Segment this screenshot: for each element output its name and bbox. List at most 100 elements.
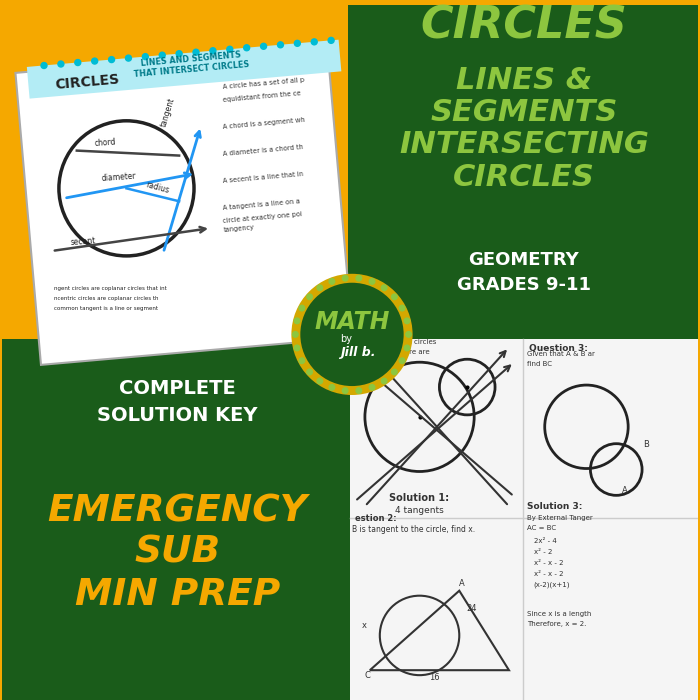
Polygon shape	[15, 46, 353, 365]
Text: A: A	[459, 579, 465, 588]
Text: Jill b.: Jill b.	[340, 346, 376, 359]
Circle shape	[260, 43, 267, 49]
Text: A chord is a segment wh: A chord is a segment wh	[223, 118, 305, 130]
Text: estion 2:: estion 2:	[355, 514, 397, 523]
Circle shape	[294, 345, 300, 351]
Text: equidistant from the ce: equidistant from the ce	[223, 90, 302, 104]
Circle shape	[244, 45, 250, 50]
Text: circle at exactly one poi: circle at exactly one poi	[223, 211, 303, 224]
Text: By External Tanger: By External Tanger	[527, 515, 593, 522]
Circle shape	[108, 57, 115, 62]
Text: x² - x - 2: x² - x - 2	[534, 560, 564, 566]
Circle shape	[300, 283, 404, 386]
Text: A secent is a line that in: A secent is a line that in	[223, 171, 304, 184]
Text: y tangents there are: y tangents there are	[358, 349, 430, 356]
Text: MATH: MATH	[314, 311, 390, 335]
Circle shape	[404, 345, 410, 351]
Text: LINES &
SEGMENTS
INTERSECTING
CIRCLES: LINES & SEGMENTS INTERSECTING CIRCLES	[399, 66, 649, 192]
Circle shape	[356, 388, 362, 393]
Text: A: A	[622, 486, 628, 496]
Text: by: by	[340, 335, 352, 344]
Text: AC = BC: AC = BC	[527, 525, 556, 531]
Circle shape	[356, 275, 362, 281]
Circle shape	[92, 58, 98, 64]
Text: LINES AND SEGMENTS
THAT INTERSECT CIRCLES: LINES AND SEGMENTS THAT INTERSECT CIRCLE…	[132, 49, 250, 79]
Circle shape	[370, 384, 374, 390]
Bar	[2, 340, 352, 700]
Text: Solution 3:: Solution 3:	[527, 503, 582, 511]
Text: 2x² - 4: 2x² - 4	[534, 538, 556, 544]
Circle shape	[58, 61, 64, 67]
Circle shape	[210, 48, 216, 54]
Text: x² - 2: x² - 2	[534, 549, 552, 555]
Text: x: x	[362, 622, 367, 631]
Text: 16: 16	[430, 673, 440, 682]
Circle shape	[399, 358, 405, 363]
Text: Since x is a length: Since x is a length	[527, 610, 592, 617]
Circle shape	[125, 55, 132, 61]
Circle shape	[294, 318, 300, 323]
Circle shape	[142, 54, 148, 60]
Text: (x-2)(x+1): (x-2)(x+1)	[534, 582, 570, 588]
Circle shape	[299, 358, 304, 363]
Circle shape	[227, 46, 233, 52]
Text: common tangent is a line or segment: common tangent is a line or segment	[54, 306, 158, 311]
Circle shape	[176, 50, 182, 57]
Circle shape	[193, 49, 199, 55]
Text: Question 3:: Question 3:	[528, 344, 588, 354]
Text: COMPLETE
SOLUTION KEY: COMPLETE SOLUTION KEY	[97, 379, 258, 425]
Text: 24: 24	[466, 603, 477, 612]
Circle shape	[41, 62, 47, 69]
Text: C: C	[365, 671, 371, 680]
Circle shape	[406, 332, 412, 337]
Circle shape	[317, 285, 323, 290]
Text: find BC: find BC	[527, 361, 552, 368]
Circle shape	[307, 294, 312, 300]
Circle shape	[299, 305, 304, 311]
Text: Solution 1:: Solution 1:	[389, 494, 449, 503]
Circle shape	[291, 274, 412, 395]
Bar	[348, 3, 700, 340]
Text: chord: chord	[94, 137, 116, 148]
Text: Given that A & B ar: Given that A & B ar	[527, 351, 595, 357]
Circle shape	[370, 279, 374, 284]
Text: tangency: tangency	[223, 225, 254, 233]
Text: 4 tangents: 4 tangents	[395, 506, 444, 515]
Polygon shape	[27, 40, 342, 99]
Text: secant: secant	[70, 236, 96, 247]
Circle shape	[307, 369, 312, 375]
Circle shape	[317, 378, 323, 384]
Text: A circle has a set of all p: A circle has a set of all p	[223, 77, 305, 90]
Bar	[350, 340, 700, 700]
Circle shape	[342, 275, 348, 281]
Text: Therefore, x = 2.: Therefore, x = 2.	[527, 622, 586, 627]
Circle shape	[277, 42, 284, 48]
Text: tangent: tangent	[160, 96, 176, 128]
Circle shape	[75, 60, 80, 66]
Text: ngent circles are coplanar circles that int: ngent circles are coplanar circles that …	[54, 286, 167, 290]
Circle shape	[382, 285, 387, 290]
Circle shape	[312, 39, 317, 45]
Circle shape	[293, 332, 298, 337]
Circle shape	[391, 369, 397, 375]
Circle shape	[342, 388, 348, 393]
Text: CIRCLES: CIRCLES	[54, 72, 120, 92]
Circle shape	[328, 37, 334, 43]
Circle shape	[399, 305, 405, 311]
Text: x² - x - 2: x² - x - 2	[534, 570, 564, 577]
Text: B: B	[643, 440, 649, 449]
Text: A tangent is a line on a: A tangent is a line on a	[223, 198, 301, 211]
Text: radius: radius	[144, 181, 170, 195]
Circle shape	[160, 52, 165, 58]
Text: ncentric circles are coplanar circles th: ncentric circles are coplanar circles th	[54, 295, 158, 300]
Text: EMERGENCY
SUB
MIN PREP: EMERGENCY SUB MIN PREP	[47, 494, 307, 612]
Circle shape	[295, 41, 300, 46]
Circle shape	[382, 378, 387, 384]
Text: tangents of the circles: tangents of the circles	[358, 340, 436, 345]
Text: GEOMETRY
GRADES 9-11: GEOMETRY GRADES 9-11	[457, 251, 591, 294]
Text: A diameter is a chord th: A diameter is a chord th	[223, 144, 304, 158]
Text: B is tangent to the circle, find x.: B is tangent to the circle, find x.	[352, 525, 475, 534]
Circle shape	[329, 279, 335, 284]
Circle shape	[329, 384, 335, 390]
Text: diameter: diameter	[102, 172, 137, 183]
